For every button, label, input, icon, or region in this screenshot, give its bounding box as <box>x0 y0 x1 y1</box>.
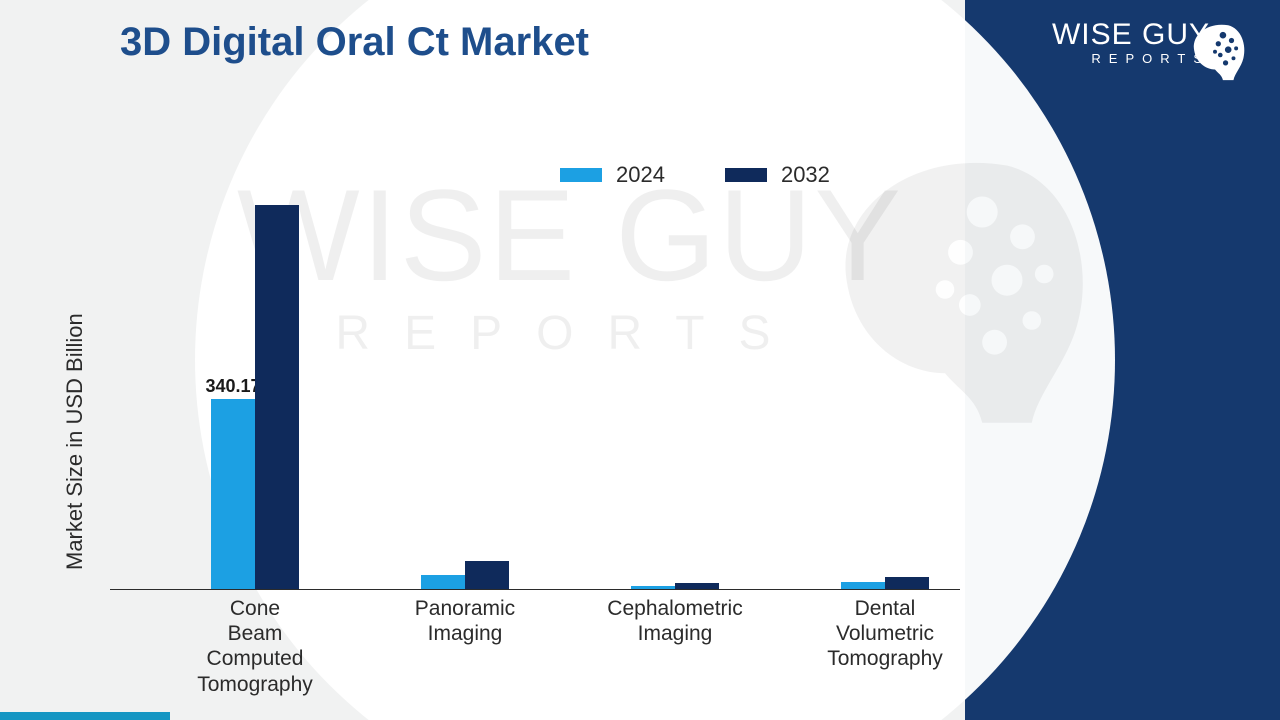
bar-pair: 340.17 <box>211 205 299 589</box>
bar-2024 <box>841 582 885 589</box>
bar-pair <box>421 561 509 589</box>
category-label: DentalVolumetricTomography <box>780 596 990 672</box>
chart-area: Market Size in USD Billion 340.17ConeBea… <box>100 200 960 590</box>
bar-2032 <box>255 205 299 589</box>
bar-pair <box>841 577 929 589</box>
bar-2024 <box>421 575 465 589</box>
bar-2024 <box>631 586 675 589</box>
category-label: ConeBeamComputedTomography <box>150 596 360 697</box>
category-label: PanoramicImaging <box>360 596 570 646</box>
page-root: WISE GUY REPORTS 3D Digital Oral Ct Mark… <box>0 0 1280 720</box>
legend-swatch-2024 <box>560 168 602 182</box>
bar-2024: 340.17 <box>211 399 255 589</box>
bar-2032 <box>885 577 929 589</box>
brand-logo: WISE GUY REPORTS <box>1052 20 1246 65</box>
legend-swatch-2032 <box>725 168 767 182</box>
bar-2032 <box>465 561 509 589</box>
chart-title: 3D Digital Oral Ct Market <box>120 20 589 65</box>
category-label: CephalometricImaging <box>570 596 780 646</box>
plot-area: 340.17ConeBeamComputedTomographyPanorami… <box>110 200 960 590</box>
legend-label-2024: 2024 <box>616 162 665 188</box>
legend: 2024 2032 <box>560 162 830 188</box>
x-axis-baseline <box>110 589 960 590</box>
bottom-accent-bar <box>0 712 170 720</box>
bar-2032 <box>675 583 719 589</box>
bar-pair <box>631 583 719 589</box>
legend-item-2032: 2032 <box>725 162 830 188</box>
content: 3D Digital Oral Ct Market WISE GUY REPOR… <box>0 0 1280 720</box>
y-axis-label: Market Size in USD Billion <box>62 313 88 570</box>
bar-value-label: 340.17 <box>205 376 260 397</box>
brand-head-icon <box>1182 22 1248 88</box>
legend-label-2032: 2032 <box>781 162 830 188</box>
legend-item-2024: 2024 <box>560 162 665 188</box>
